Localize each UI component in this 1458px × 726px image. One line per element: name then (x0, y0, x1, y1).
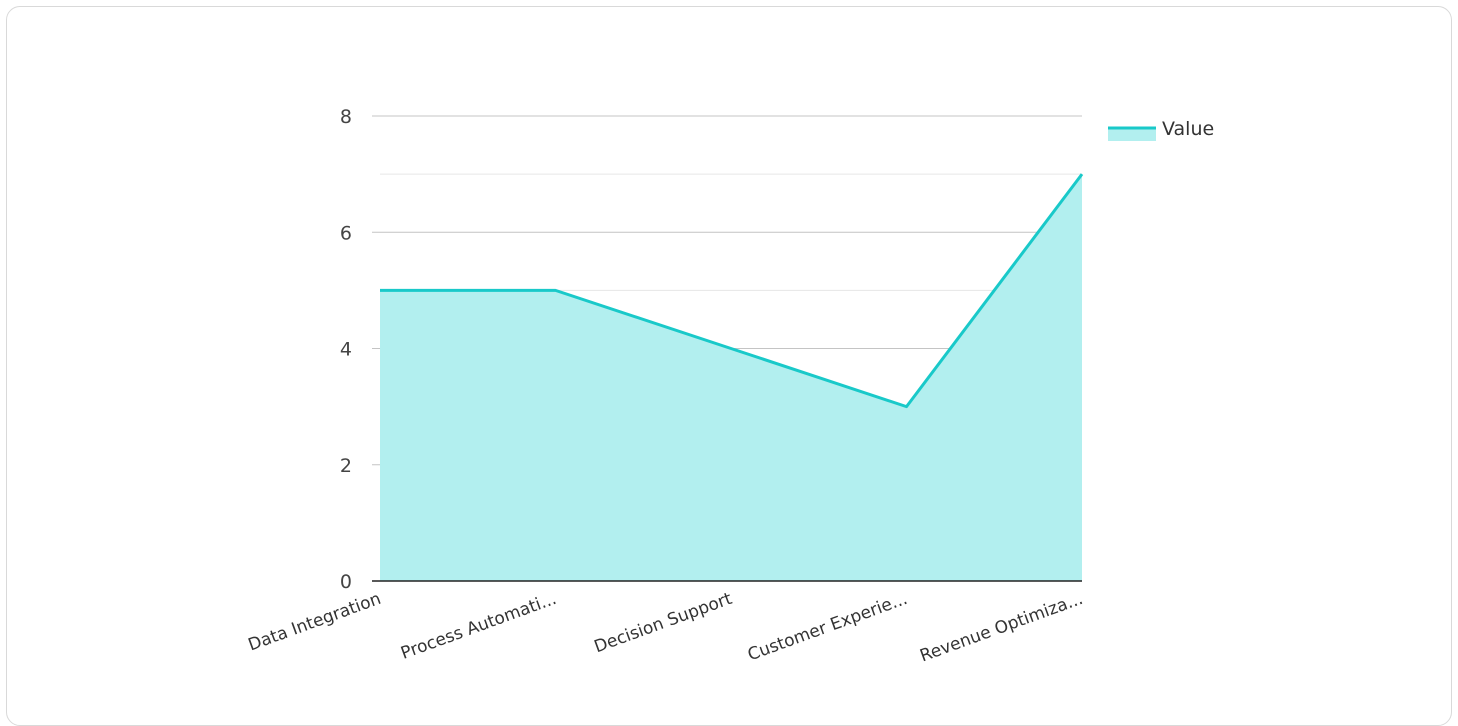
y-tick-label: 4 (340, 339, 352, 361)
x-category-label: Data Integration (246, 589, 384, 656)
area-fill (380, 174, 1082, 581)
area-layer (380, 174, 1082, 581)
x-category-label: Process Automati... (398, 589, 559, 664)
y-tick-label: 0 (340, 571, 352, 593)
y-tick-label: 8 (340, 106, 352, 128)
y-tick-label: 6 (340, 222, 352, 244)
legend[interactable]: Value (1108, 118, 1214, 141)
x-category-label: Decision Support (592, 589, 735, 657)
x-category-label: Revenue Optimiza... (917, 589, 1085, 667)
y-tick-label: 2 (340, 455, 352, 477)
x-category-label: Customer Experie... (745, 589, 910, 665)
y-tick-labels: 0 2 4 6 8 (340, 106, 352, 593)
legend-label: Value (1162, 118, 1214, 140)
